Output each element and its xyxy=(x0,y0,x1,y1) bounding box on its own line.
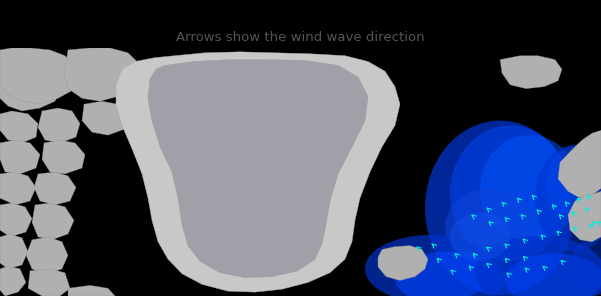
Ellipse shape xyxy=(425,121,575,295)
Polygon shape xyxy=(0,172,36,205)
Text: Arrows show the wind wave direction: Arrows show the wind wave direction xyxy=(176,31,425,44)
Polygon shape xyxy=(148,59,368,278)
Polygon shape xyxy=(378,246,428,281)
Ellipse shape xyxy=(505,253,601,296)
Ellipse shape xyxy=(445,189,535,266)
Ellipse shape xyxy=(450,126,570,261)
Polygon shape xyxy=(0,111,38,143)
Ellipse shape xyxy=(545,145,601,222)
Polygon shape xyxy=(568,191,601,242)
Ellipse shape xyxy=(535,145,601,251)
Polygon shape xyxy=(0,266,26,296)
Ellipse shape xyxy=(570,237,601,295)
Polygon shape xyxy=(558,130,601,198)
Ellipse shape xyxy=(395,251,505,296)
Polygon shape xyxy=(28,269,70,296)
Polygon shape xyxy=(68,285,115,296)
Polygon shape xyxy=(82,101,128,135)
Polygon shape xyxy=(26,237,68,275)
Ellipse shape xyxy=(475,236,601,296)
Text: Secondary Swell energy on Tuesday 25 Mar at 6am -03: Secondary Swell energy on Tuesday 25 Mar… xyxy=(41,5,560,24)
Polygon shape xyxy=(42,140,85,174)
Ellipse shape xyxy=(480,135,580,242)
Polygon shape xyxy=(0,234,28,269)
Polygon shape xyxy=(0,203,32,237)
Ellipse shape xyxy=(365,235,495,296)
Polygon shape xyxy=(500,56,562,89)
Ellipse shape xyxy=(450,213,510,261)
Polygon shape xyxy=(0,140,40,174)
Polygon shape xyxy=(0,48,78,104)
Polygon shape xyxy=(116,52,400,292)
Polygon shape xyxy=(38,108,80,143)
Polygon shape xyxy=(64,48,140,101)
Polygon shape xyxy=(34,172,76,205)
Polygon shape xyxy=(0,62,62,111)
Polygon shape xyxy=(32,203,74,240)
